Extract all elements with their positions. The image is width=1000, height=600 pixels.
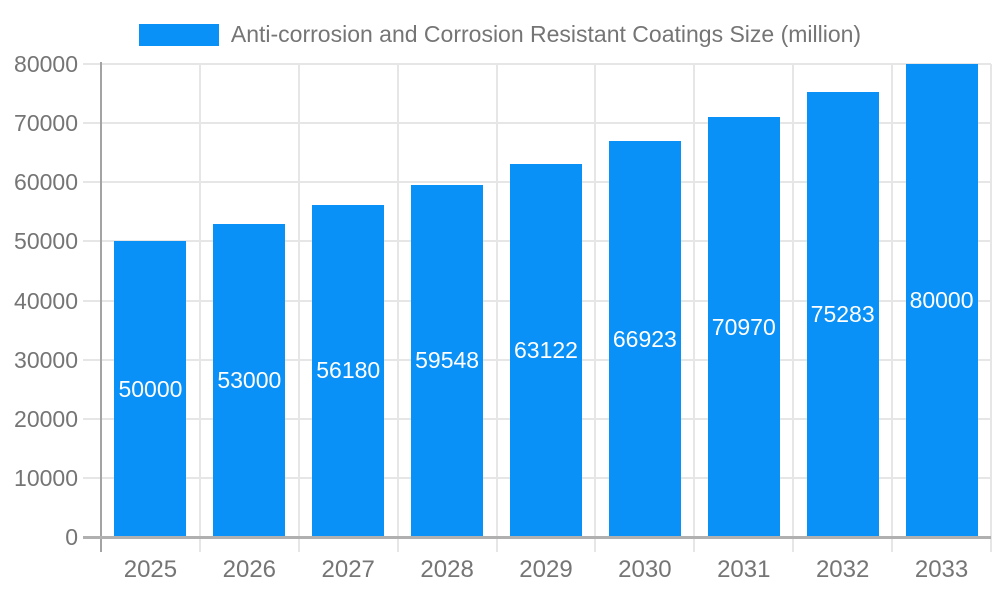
y-axis-label: 60000 (14, 169, 78, 196)
v-gridline (792, 64, 795, 552)
v-gridline (891, 64, 894, 552)
v-gridline (495, 64, 498, 552)
v-gridline (594, 64, 597, 552)
legend-item[interactable]: Anti-corrosion and Corrosion Resistant C… (138, 21, 862, 48)
v-gridline (693, 64, 696, 552)
h-gridline (83, 122, 991, 125)
bar[interactable]: 80000 (905, 64, 978, 537)
h-gridline (83, 63, 991, 65)
bar-value-label: 50000 (118, 375, 183, 402)
x-axis-label: 2026 (222, 556, 277, 583)
x-axis-label: 2029 (519, 556, 573, 583)
y-axis-line (100, 62, 102, 552)
bar-value-label: 70970 (711, 313, 776, 340)
y-axis-label: 0 (65, 524, 78, 550)
y-axis-label: 30000 (14, 346, 78, 373)
bar[interactable]: 50000 (114, 241, 187, 537)
legend-label: Anti-corrosion and Corrosion Resistant C… (230, 21, 862, 47)
y-axis-label: 10000 (14, 464, 78, 491)
bar-value-label: 80000 (909, 287, 974, 313)
v-gridline (198, 64, 201, 552)
bar[interactable]: 70970 (707, 117, 780, 537)
bar-value-label: 66923 (612, 325, 677, 352)
bar-value-label: 63122 (514, 336, 578, 363)
bar[interactable]: 56180 (312, 204, 385, 537)
y-axis-label: 50000 (14, 228, 78, 255)
y-axis-label: 70000 (14, 110, 78, 137)
v-gridline (990, 64, 992, 552)
bar[interactable]: 59548 (411, 184, 484, 537)
v-gridline (297, 64, 300, 552)
bar-value-label: 59548 (415, 347, 480, 374)
legend-swatch-icon (138, 23, 219, 46)
x-axis-line (83, 536, 991, 539)
bar[interactable]: 53000 (213, 223, 286, 537)
x-axis-label: 2028 (420, 556, 474, 583)
x-axis-label: 2027 (321, 556, 375, 583)
bar-value-label: 56180 (316, 357, 381, 384)
bar[interactable]: 75283 (806, 91, 879, 537)
x-axis-label: 2025 (123, 556, 178, 583)
x-axis-label: 2032 (815, 556, 870, 583)
bar[interactable]: 63122 (510, 163, 582, 537)
x-axis-label: 2033 (914, 556, 969, 583)
x-axis-label: 2031 (717, 556, 771, 583)
x-axis-label: 2030 (618, 556, 672, 583)
v-gridline (396, 64, 399, 552)
y-axis-label: 20000 (14, 405, 78, 432)
chart-legend: Anti-corrosion and Corrosion Resistant C… (0, 21, 1000, 48)
y-axis-label: 80000 (14, 51, 78, 77)
bar[interactable]: 66923 (608, 141, 681, 537)
y-axis-label: 40000 (14, 287, 78, 314)
bar-value-label: 53000 (217, 366, 282, 393)
bar-value-label: 75283 (810, 300, 875, 327)
